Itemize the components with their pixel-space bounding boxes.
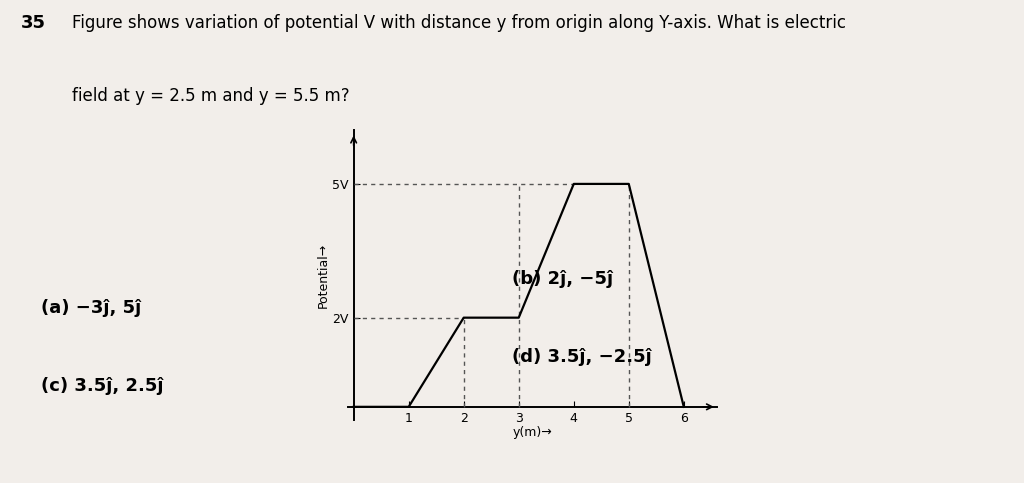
Text: (c) 3.5ĵ, 2.5ĵ: (c) 3.5ĵ, 2.5ĵ bbox=[41, 377, 164, 395]
Text: (a) −3ĵ, 5ĵ: (a) −3ĵ, 5ĵ bbox=[41, 299, 141, 317]
Text: (d) 3.5ĵ, −2.5ĵ: (d) 3.5ĵ, −2.5ĵ bbox=[512, 348, 651, 366]
Text: (b) 2ĵ, −5ĵ: (b) 2ĵ, −5ĵ bbox=[512, 270, 613, 288]
Text: Figure shows variation of potential V with distance y from origin along Y-axis. : Figure shows variation of potential V wi… bbox=[72, 14, 846, 32]
Text: 35: 35 bbox=[20, 14, 45, 32]
Text: field at y = 2.5 m and y = 5.5 m?: field at y = 2.5 m and y = 5.5 m? bbox=[72, 87, 349, 105]
Y-axis label: Potential→: Potential→ bbox=[316, 242, 330, 308]
X-axis label: y(m)→: y(m)→ bbox=[513, 426, 552, 439]
